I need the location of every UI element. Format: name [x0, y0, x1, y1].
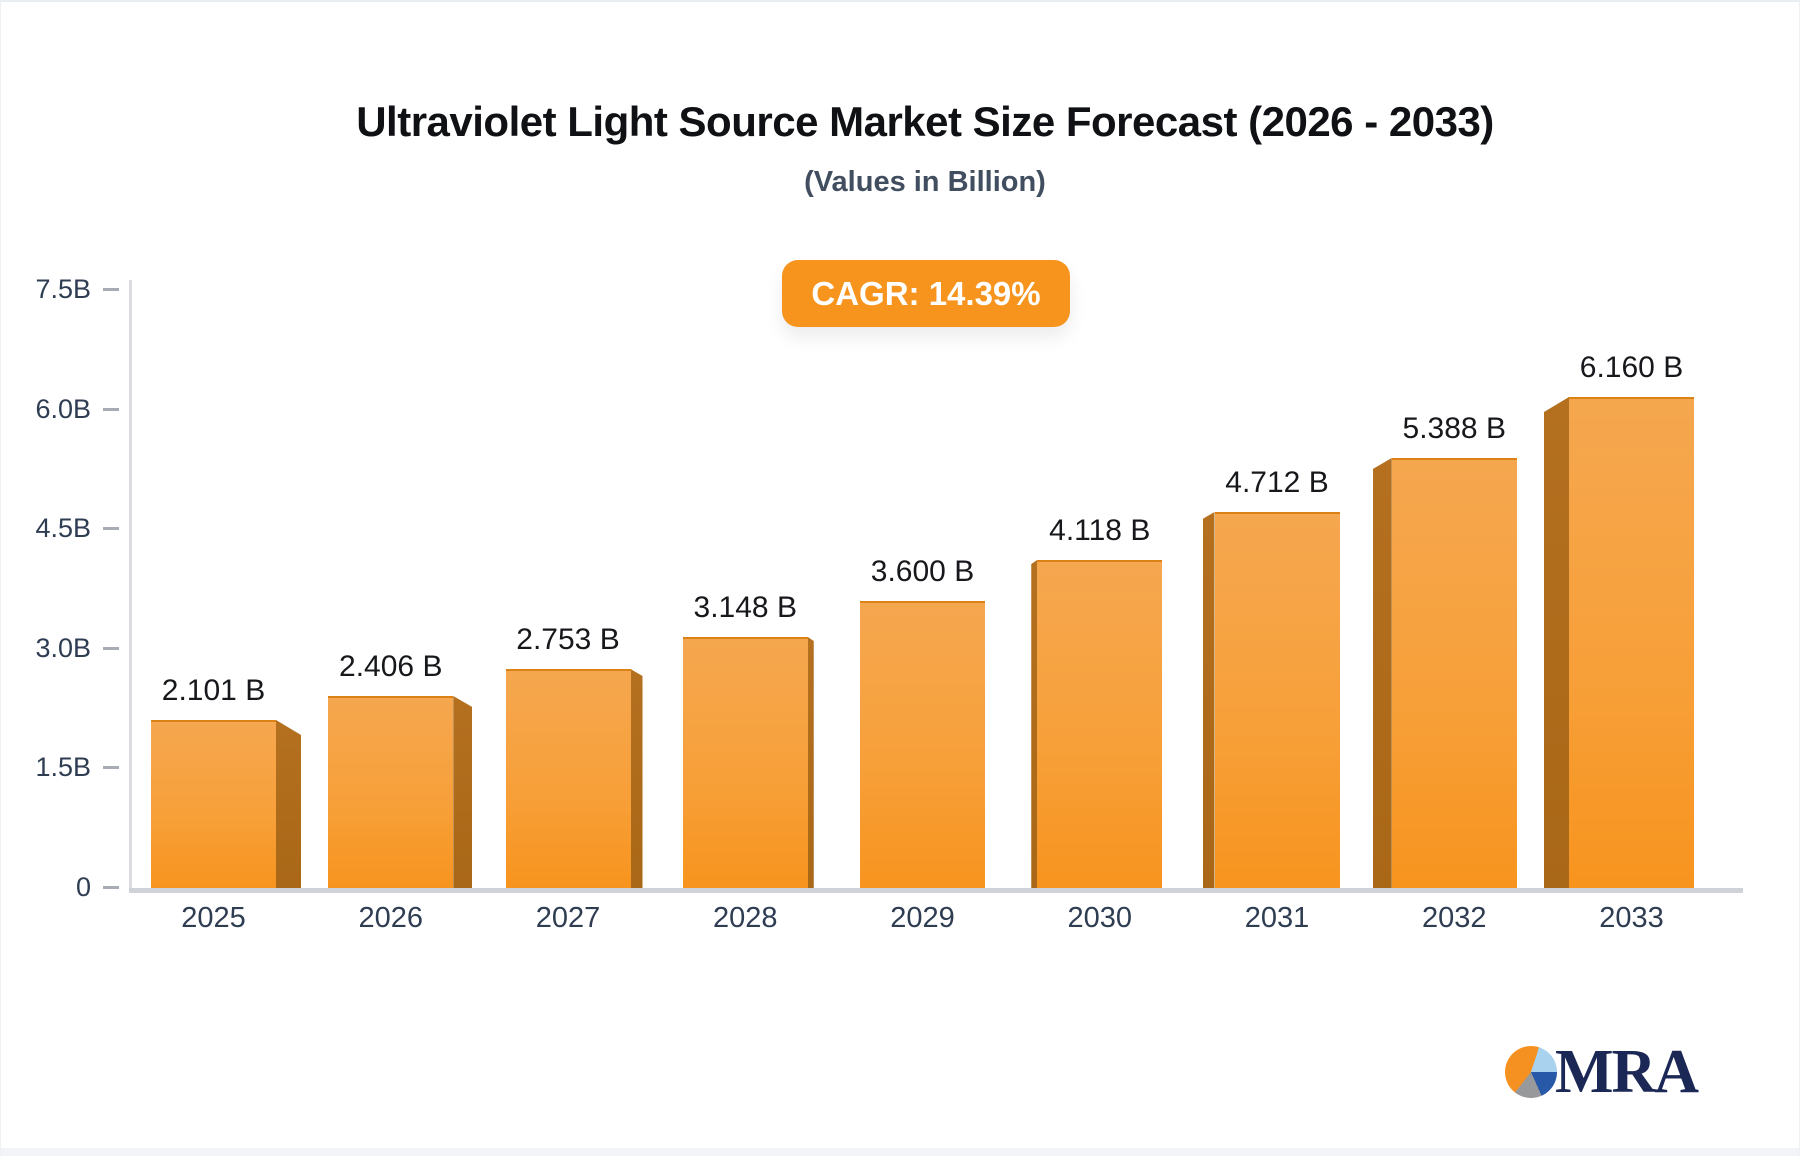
- brand-logo: MRA: [1505, 1040, 1725, 1104]
- bar-side-2030: [1031, 560, 1038, 888]
- bar-2027: [505, 669, 631, 888]
- bar-side-2026: [453, 696, 473, 888]
- value-label-2025: 2.101 B: [161, 674, 266, 707]
- bar-side-2025: [276, 720, 301, 888]
- logo-text: MRA: [1555, 1038, 1699, 1106]
- year-label-2028: 2028: [712, 902, 778, 934]
- value-label-2028: 3.148 B: [693, 591, 797, 624]
- y-tick-label: 3.0B: [35, 632, 91, 663]
- bar-side-2032: [1372, 458, 1392, 888]
- year-label-2031: 2031: [1244, 902, 1310, 934]
- value-label-2030: 4.118 B: [1049, 514, 1151, 547]
- bar-2031: [1214, 512, 1340, 888]
- y-tick-mark: [103, 646, 119, 650]
- value-label-2027: 2.753 B: [516, 623, 620, 656]
- bar-2026: [328, 696, 454, 888]
- pie-chart-icon: [1505, 1046, 1557, 1098]
- cagr-badge: CAGR: 14.39%: [782, 260, 1070, 327]
- bar-side-2028: [807, 637, 814, 888]
- bar-side-2027: [630, 669, 643, 888]
- bar-2028: [682, 637, 808, 888]
- value-label-2026: 2.406 B: [339, 650, 443, 683]
- year-label-2033: 2033: [1599, 902, 1664, 934]
- y-tick-label: 0: [75, 872, 91, 902]
- y-tick-mark: [103, 527, 119, 531]
- y-tick-label: 7.5B: [35, 274, 91, 305]
- bar-2029: [860, 601, 985, 888]
- bar-2025: [151, 720, 276, 888]
- y-tick-mark: [103, 886, 119, 889]
- y-tick-mark: [103, 407, 119, 411]
- value-label-2033: 6.160 B: [1579, 351, 1684, 384]
- year-label-2025: 2025: [181, 902, 246, 934]
- value-label-2032: 5.388 B: [1402, 412, 1506, 445]
- y-tick-mark: [103, 288, 119, 292]
- value-label-2031: 4.712 B: [1225, 466, 1329, 499]
- value-label-2029: 3.600 B: [870, 555, 975, 588]
- y-axis-line: [129, 280, 132, 893]
- page-bottom-strip: [1, 1148, 1799, 1156]
- y-tick-label: 4.5B: [35, 513, 91, 544]
- year-label-2030: 2030: [1067, 902, 1132, 934]
- year-label-2027: 2027: [535, 902, 601, 934]
- page-title: Ultraviolet Light Source Market Size For…: [356, 98, 1494, 145]
- bar-2032: [1391, 458, 1517, 888]
- x-axis-line: [129, 888, 1743, 893]
- year-label-2026: 2026: [358, 902, 423, 934]
- y-tick-label: 6.0B: [35, 393, 91, 424]
- page-subtitle: (Values in Billion): [804, 166, 1046, 198]
- bar-2033: [1569, 397, 1694, 888]
- year-label-2032: 2032: [1421, 902, 1487, 934]
- bar-side-2031: [1202, 512, 1215, 888]
- bar-2030: [1037, 560, 1163, 888]
- y-tick-mark: [103, 766, 119, 770]
- year-label-2029: 2029: [890, 902, 955, 934]
- y-tick-label: 1.5B: [35, 752, 91, 783]
- bar-side-2033: [1544, 397, 1569, 888]
